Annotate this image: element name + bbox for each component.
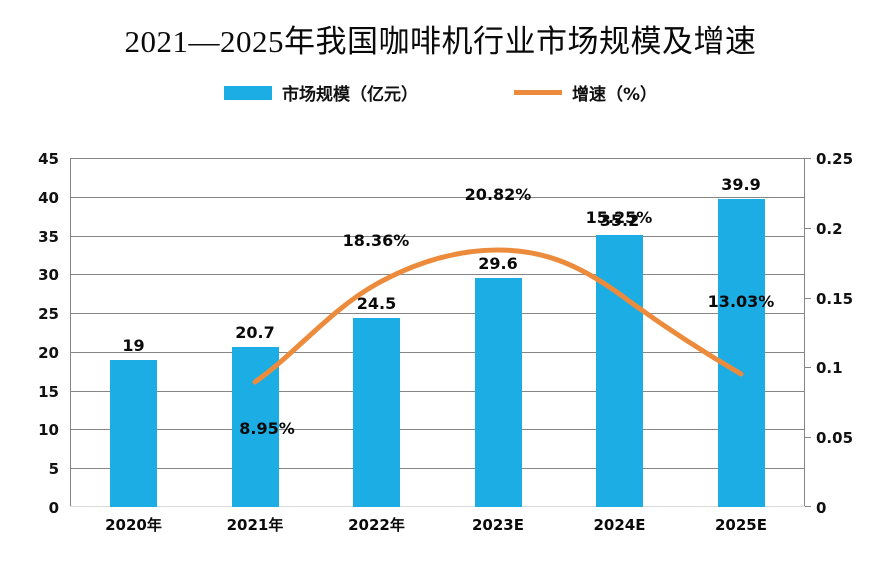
gridline-5 — [70, 468, 805, 470]
right-tick-0.15 — [805, 297, 811, 299]
x-axis-label-2022: 2022年 — [348, 516, 405, 534]
gridline-10 — [70, 429, 805, 431]
plot-area: 45 40 35 30 25 20 15 10 5 0 0.25 0.2 0.1… — [38, 152, 853, 533]
left-axis-tick-label: 15 — [38, 382, 59, 401]
line-value-label-2021: 8.95% — [239, 419, 295, 438]
gridline-15 — [70, 390, 805, 392]
right-tick-0.1 — [805, 367, 811, 369]
line-value-label-2025: 13.03% — [707, 292, 775, 311]
gridline-0-baseline — [70, 506, 805, 507]
right-axis-tick-label: 0 — [816, 499, 827, 517]
bar-2022[interactable] — [353, 317, 400, 507]
right-axis-tick-label: 0.2 — [816, 219, 843, 238]
right-tick-0.25 — [805, 158, 811, 159]
x-axis-label-2025: 2025E — [715, 516, 767, 534]
bar-value-label-2022: 24.5 — [356, 293, 397, 313]
left-axis-tick-label: 35 — [38, 227, 59, 246]
legend-label-market-size: 市场规模（亿元） — [281, 85, 418, 105]
growth-rate-line — [252, 247, 744, 385]
left-axis-tick-label: 40 — [38, 188, 59, 207]
line-value-label-2022: 18.36% — [342, 231, 410, 250]
right-tick-0.05 — [805, 437, 811, 439]
bar-value-label-2021: 20.7 — [235, 322, 275, 342]
left-axis-tick-label: 30 — [38, 266, 59, 285]
right-axis-tick-label: 0.25 — [816, 150, 854, 168]
left-axis-tick-label: 25 — [38, 305, 59, 324]
bar-2025[interactable] — [717, 198, 765, 507]
right-tick-0.2 — [805, 227, 811, 229]
bar-2023[interactable] — [474, 278, 522, 507]
left-axis-tick-label: 5 — [48, 460, 59, 479]
left-axis-tick-label: 45 — [38, 150, 59, 168]
right-tick-0 — [805, 506, 811, 507]
bar-2024[interactable] — [596, 234, 643, 507]
gridline-20 — [70, 351, 805, 353]
right-axis-line — [804, 158, 805, 507]
bar-value-label-2024: 35.2 — [599, 210, 640, 230]
chart-title: 2021—2025年我国咖啡机行业市场规模及增速 — [124, 24, 757, 59]
left-axis-tick-label: 0 — [48, 499, 59, 517]
left-axis-tick-label: 20 — [38, 343, 59, 362]
legend-bar-swatch-icon — [223, 85, 272, 100]
gridline-35 — [70, 235, 805, 237]
line-value-label-2024: 15.25% — [585, 208, 653, 227]
x-axis-label-2020: 2020年 — [105, 516, 162, 534]
bar-value-label-2025: 39.9 — [721, 174, 761, 194]
legend-line-swatch-icon — [513, 90, 562, 95]
right-axis-tick-label: 0.1 — [816, 359, 843, 378]
x-axis-label-2021: 2021年 — [226, 516, 284, 534]
legend-label-growth-rate: 增速（%） — [571, 85, 658, 105]
right-axis-tick-label: 0.15 — [816, 289, 854, 308]
bar-value-label-2020: 19 — [122, 336, 145, 356]
gridline-40 — [70, 196, 805, 198]
left-axis-line — [70, 158, 71, 507]
bar-value-label-2023: 29.6 — [478, 254, 518, 274]
gridline-30 — [70, 274, 805, 276]
legend-item-growth-rate[interactable]: 增速（%） — [513, 80, 658, 105]
line-value-label-2023: 20.82% — [464, 185, 532, 204]
gridline-45 — [70, 158, 805, 159]
bar-2020[interactable] — [110, 360, 157, 507]
x-axis-label-2024: 2024E — [593, 516, 646, 534]
legend-item-market-size[interactable]: 市场规模（亿元） — [223, 80, 418, 105]
right-axis-tick-label: 0.05 — [816, 429, 854, 448]
chart-legend: 市场规模（亿元） 增速（%） — [0, 80, 881, 105]
x-axis-label-2023: 2023E — [472, 516, 524, 534]
gridline-25 — [70, 313, 805, 315]
left-axis-tick-label: 10 — [38, 421, 59, 440]
